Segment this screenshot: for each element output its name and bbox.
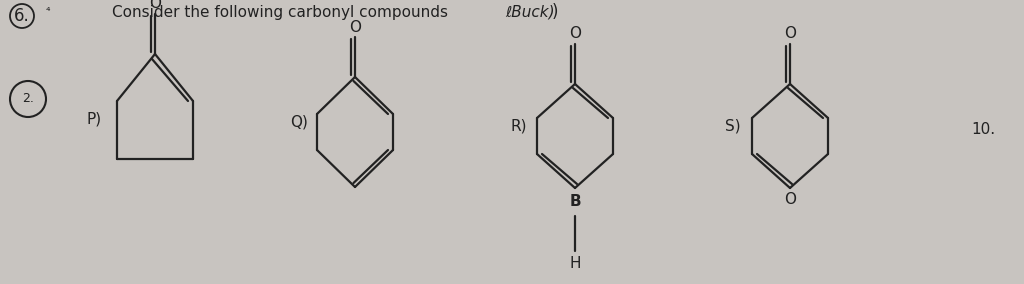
- Text: 6.: 6.: [14, 7, 30, 25]
- Text: O: O: [569, 26, 581, 41]
- Text: O: O: [150, 0, 161, 11]
- Text: ℓBuck): ℓBuck): [505, 5, 555, 20]
- Text: O: O: [784, 26, 796, 41]
- Text: Consider the following carbonyl compounds: Consider the following carbonyl compound…: [112, 5, 449, 20]
- Text: O: O: [784, 193, 796, 208]
- Text: 2.: 2.: [23, 93, 34, 105]
- Text: P): P): [87, 112, 102, 126]
- Text: S): S): [725, 118, 740, 133]
- Text: O: O: [349, 20, 361, 34]
- Text: R): R): [510, 118, 526, 133]
- Text: ⁴: ⁴: [46, 7, 50, 17]
- Text: H: H: [569, 256, 581, 270]
- Text: Q): Q): [290, 114, 308, 130]
- Text: B: B: [569, 195, 581, 210]
- Text: 10.: 10.: [971, 122, 995, 137]
- Text: ): ): [552, 3, 558, 21]
